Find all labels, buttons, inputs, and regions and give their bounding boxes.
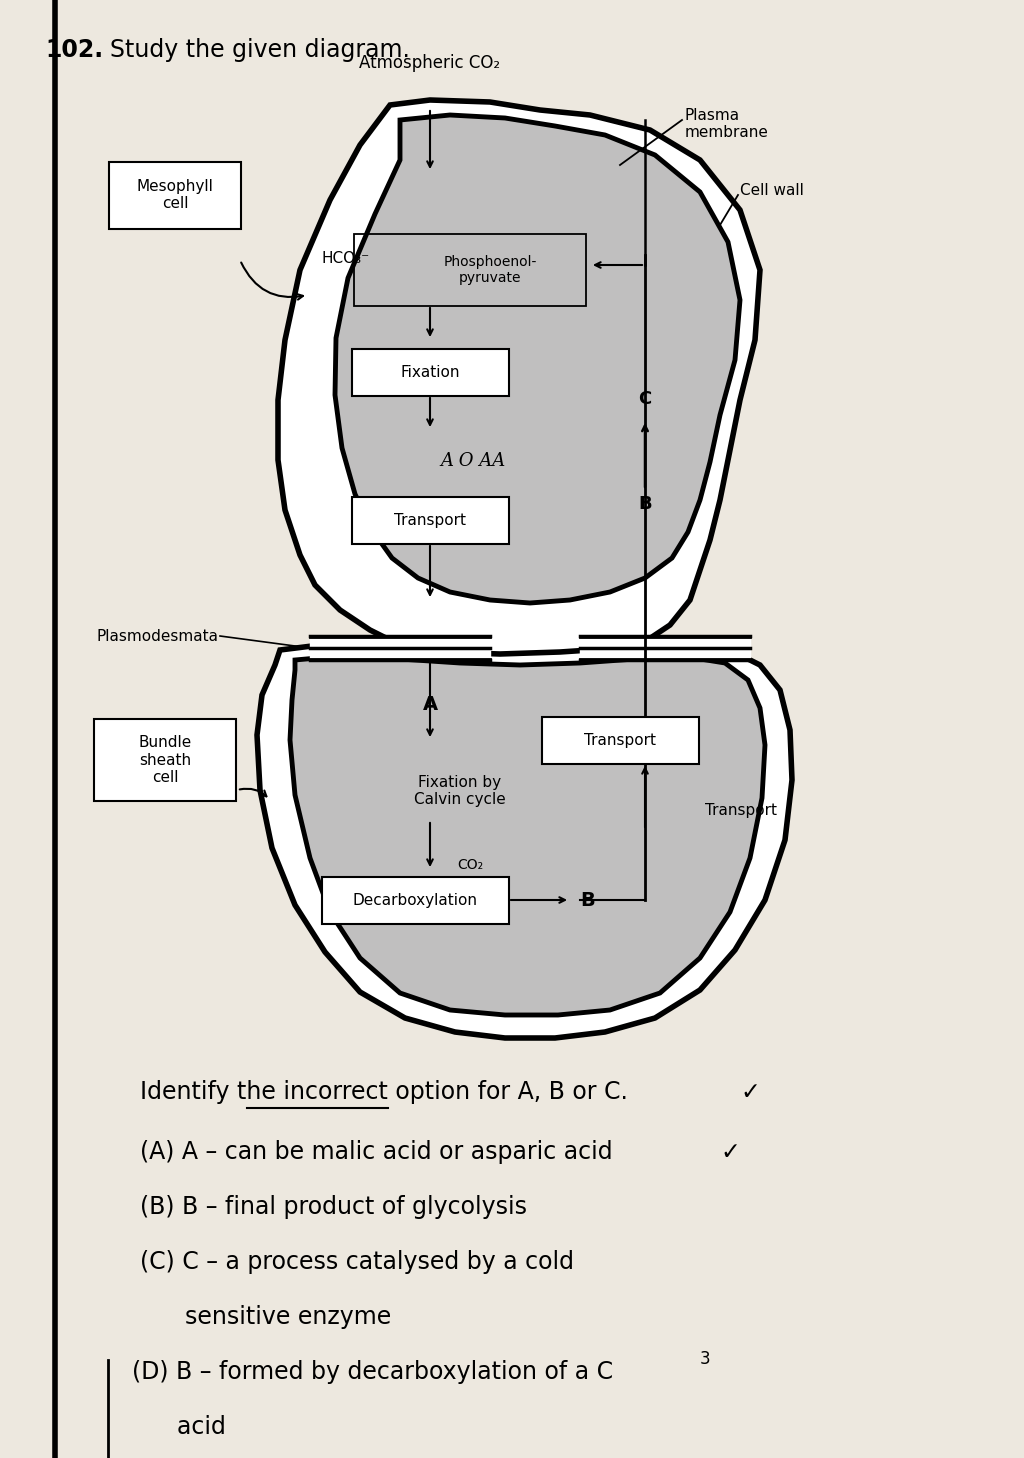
Polygon shape <box>257 644 792 1038</box>
Text: Cell wall: Cell wall <box>740 182 804 197</box>
Text: (B) B – final product of glycolysis: (B) B – final product of glycolysis <box>140 1196 527 1219</box>
Text: Fixation by
Calvin cycle: Fixation by Calvin cycle <box>414 776 506 808</box>
Polygon shape <box>278 101 760 668</box>
Text: Fixation: Fixation <box>400 364 460 379</box>
Text: ✓: ✓ <box>740 1080 760 1104</box>
Text: Transport: Transport <box>705 802 777 818</box>
Text: CO₂: CO₂ <box>457 857 483 872</box>
Text: Atmospheric CO₂: Atmospheric CO₂ <box>359 54 501 71</box>
Text: ✓: ✓ <box>720 1140 739 1163</box>
FancyBboxPatch shape <box>322 876 509 923</box>
Text: (C) C – a process catalysed by a cold: (C) C – a process catalysed by a cold <box>140 1250 574 1274</box>
Text: Transport: Transport <box>394 513 466 528</box>
Text: (A) A – can be malic acid or asparic acid: (A) A – can be malic acid or asparic aci… <box>140 1140 612 1163</box>
Text: Mesophyll
cell: Mesophyll cell <box>136 179 213 211</box>
Text: B: B <box>580 891 595 910</box>
Text: 3: 3 <box>700 1350 711 1368</box>
Text: HCO₃⁻: HCO₃⁻ <box>322 251 370 265</box>
Text: A O AA: A O AA <box>440 452 505 469</box>
FancyBboxPatch shape <box>351 348 509 395</box>
Text: Plasmodesmata: Plasmodesmata <box>96 628 218 643</box>
Text: Bundle
sheath
cell: Bundle sheath cell <box>138 735 191 784</box>
FancyBboxPatch shape <box>542 716 698 764</box>
Text: Plasma
membrane: Plasma membrane <box>685 108 769 140</box>
Polygon shape <box>290 656 765 1015</box>
Text: sensitive enzyme: sensitive enzyme <box>140 1305 391 1330</box>
Text: Identify the incorrect option for A, B or C.: Identify the incorrect option for A, B o… <box>140 1080 628 1104</box>
Text: Decarboxylation: Decarboxylation <box>352 892 477 907</box>
Text: C: C <box>638 389 651 408</box>
Polygon shape <box>335 115 740 604</box>
FancyBboxPatch shape <box>109 162 241 229</box>
Text: A: A <box>423 695 437 714</box>
FancyBboxPatch shape <box>94 719 236 800</box>
Text: Transport: Transport <box>584 732 656 748</box>
FancyBboxPatch shape <box>351 497 509 544</box>
Text: 102.: 102. <box>45 38 103 63</box>
Text: Phosphoenol-
pyruvate: Phosphoenol- pyruvate <box>443 255 537 286</box>
Text: acid: acid <box>132 1416 226 1439</box>
Text: (D) B – formed by decarboxylation of a C: (D) B – formed by decarboxylation of a C <box>132 1360 613 1384</box>
Text: Study the given diagram.: Study the given diagram. <box>110 38 410 63</box>
Text: B: B <box>638 496 652 513</box>
